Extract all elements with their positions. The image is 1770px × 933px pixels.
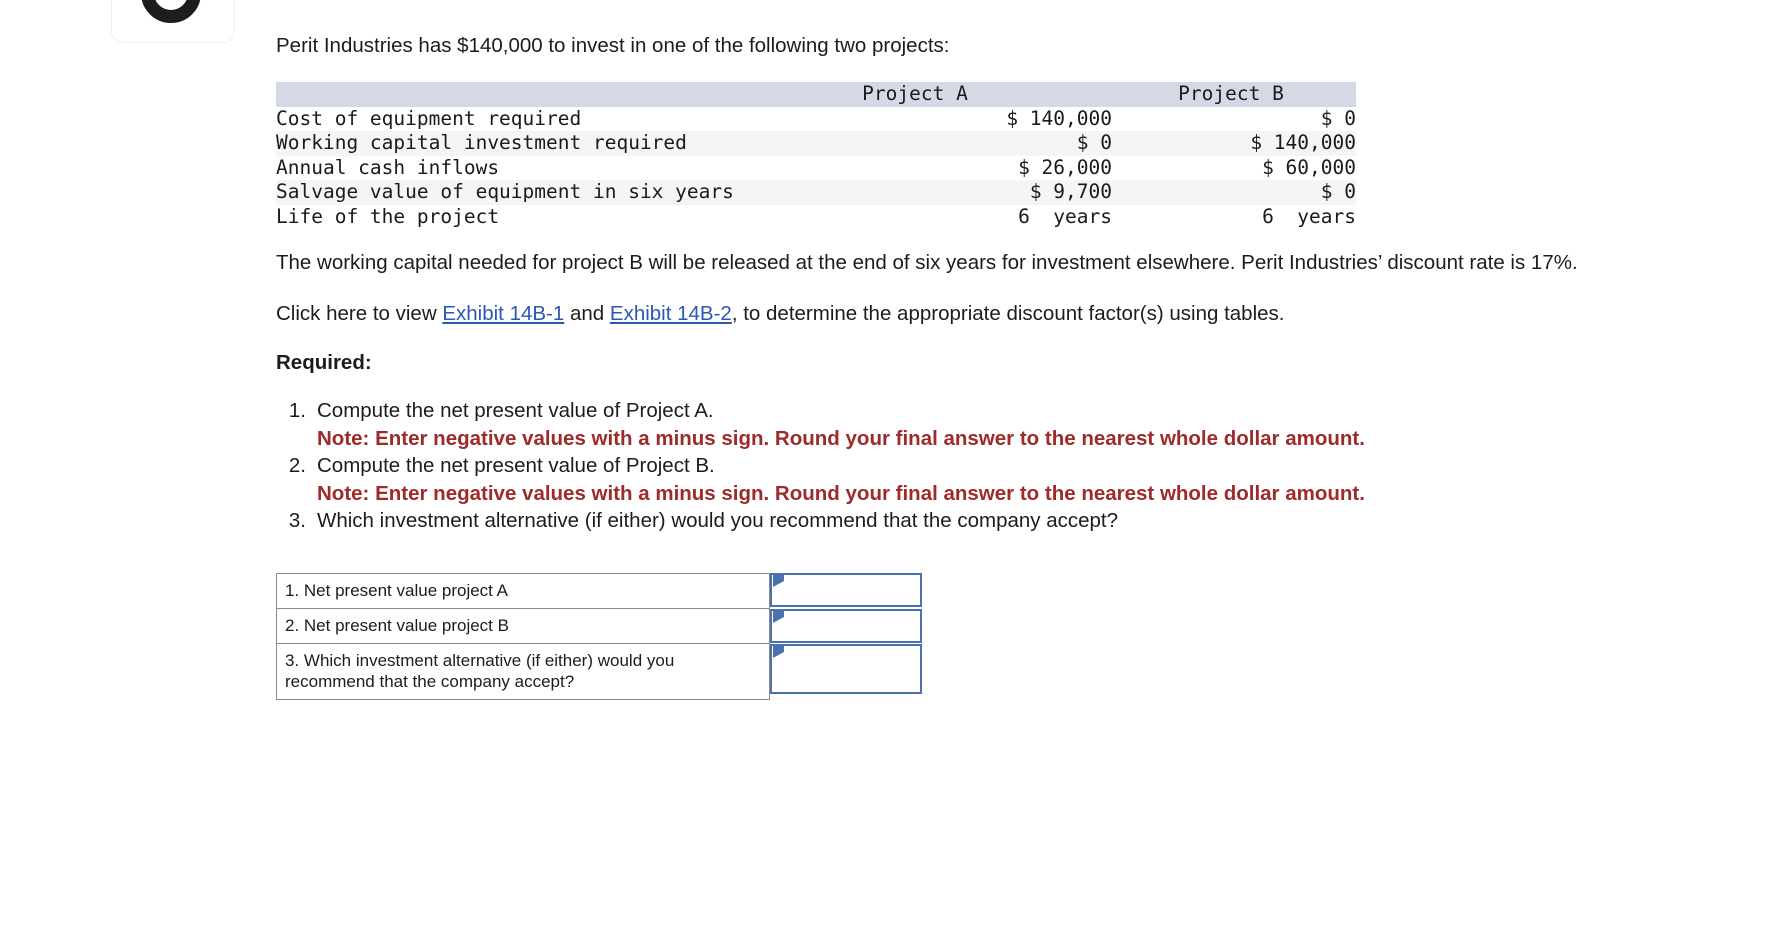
question-content: Perit Industries has $140,000 to invest …: [276, 32, 1696, 700]
exhibit-lead-text: Click here to view: [276, 302, 443, 325]
exhibit-14b-2-link[interactable]: Exhibit 14B-2: [609, 302, 732, 325]
table-row: Salvage value of equipment in six years …: [276, 180, 1356, 205]
requirement-text: Compute the net present value of Project…: [317, 454, 715, 477]
corner-logo-card: [111, 0, 235, 43]
requirement-text: Which investment alternative (if either)…: [317, 509, 1119, 532]
answer-table-body: 1. Net present value project A 2. Net pr…: [276, 572, 922, 700]
table-row: Annual cash inflows $ 26,000 $ 60,000: [276, 155, 1356, 180]
answer-row-1: 1. Net present value project A: [276, 572, 922, 609]
requirement-body: Compute the net present value of Project…: [317, 452, 1696, 507]
header-blank: [276, 82, 804, 107]
answer-question-label: 1. Net present value project A: [276, 572, 770, 609]
answer-input-1[interactable]: [770, 572, 922, 607]
answer-entry-table: 1. Net present value project A 2. Net pr…: [276, 572, 922, 700]
requirement-number: 1.: [288, 399, 306, 422]
row-value-project-a: $ 140,000: [1006, 106, 1112, 130]
ring-logo-icon: [141, 0, 201, 23]
exhibit-middle-text: and: [564, 302, 610, 325]
requirement-number: 2.: [288, 454, 306, 477]
requirement-item-3: 3. Which investment alternative (if eith…: [276, 507, 1696, 535]
intro-paragraph: Perit Industries has $140,000 to invest …: [276, 34, 950, 57]
row-value-project-b: $ 0: [1320, 180, 1356, 203]
table-row: Working capital investment required $ 0 …: [276, 131, 1356, 156]
table-body: Cost of equipment required $ 140,000 $ 0…: [276, 106, 1356, 229]
row-label: Life of the project: [276, 204, 500, 228]
table-row: Cost of equipment required $ 140,000 $ 0: [276, 106, 1356, 131]
requirement-item-2: 2. Compute the net present value of Proj…: [276, 452, 1696, 507]
requirement-note: Note: Enter negative values with a minus…: [317, 426, 1365, 450]
row-value-project-b: 6 years: [1262, 204, 1356, 228]
answer-row-3: 3. Which investment alternative (if eith…: [276, 643, 922, 700]
project-comparison-table: Project A Project B Cost of equipment re…: [276, 82, 1356, 229]
table-header: Project A Project B: [276, 82, 1356, 107]
header-project-b: Project B: [1178, 82, 1284, 105]
requirement-body: Which investment alternative (if either)…: [317, 507, 1696, 535]
row-value-project-b: $ 60,000: [1262, 155, 1356, 179]
row-label: Annual cash inflows: [276, 155, 500, 179]
row-value-project-a: $ 9,700: [1029, 180, 1112, 203]
requirements-list: 1. Compute the net present value of Proj…: [276, 397, 1696, 535]
answer-input-cell-2[interactable]: [770, 608, 922, 644]
requirement-body: Compute the net present value of Project…: [317, 397, 1696, 452]
requirement-item-1: 1. Compute the net present value of Proj…: [276, 397, 1696, 452]
answer-input-3[interactable]: [770, 643, 922, 694]
answer-input-2[interactable]: [770, 608, 922, 643]
row-label: Cost of equipment required: [276, 106, 582, 130]
requirement-note: Note: Enter negative values with a minus…: [317, 481, 1365, 505]
required-heading: Required:: [276, 351, 372, 374]
row-label: Working capital investment required: [276, 131, 687, 154]
row-value-project-b: $ 140,000: [1250, 131, 1356, 154]
answer-input-cell-3[interactable]: [770, 643, 922, 700]
row-value-project-a: $ 26,000: [1018, 155, 1112, 179]
answer-row-2: 2. Net present value project B: [276, 608, 922, 644]
requirement-text: Compute the net present value of Project…: [317, 399, 714, 422]
table-row: Life of the project 6 years 6 years: [276, 204, 1356, 229]
exhibit-14b-1-link[interactable]: Exhibit 14B-1: [442, 302, 565, 325]
exhibit-paragraph: Click here to view Exhibit 14B-1 and Exh…: [276, 300, 1676, 327]
row-value-project-b: $ 0: [1320, 106, 1356, 130]
exhibit-tail-text: , to determine the appropriate discount …: [731, 302, 1285, 325]
answer-input-cell-1[interactable]: [770, 572, 922, 609]
table-header-row: Project A Project B: [276, 82, 1356, 107]
answer-question-label: 3. Which investment alternative (if eith…: [276, 643, 770, 700]
row-label: Salvage value of equipment in six years: [276, 180, 734, 203]
requirement-number: 3.: [288, 509, 306, 532]
row-value-project-a: 6 years: [1018, 204, 1112, 228]
header-project-a: Project A: [862, 82, 968, 105]
working-capital-paragraph: The working capital needed for project B…: [276, 251, 1578, 274]
answer-question-label: 2. Net present value project B: [276, 608, 770, 644]
row-value-project-a: $ 0: [1076, 131, 1112, 154]
